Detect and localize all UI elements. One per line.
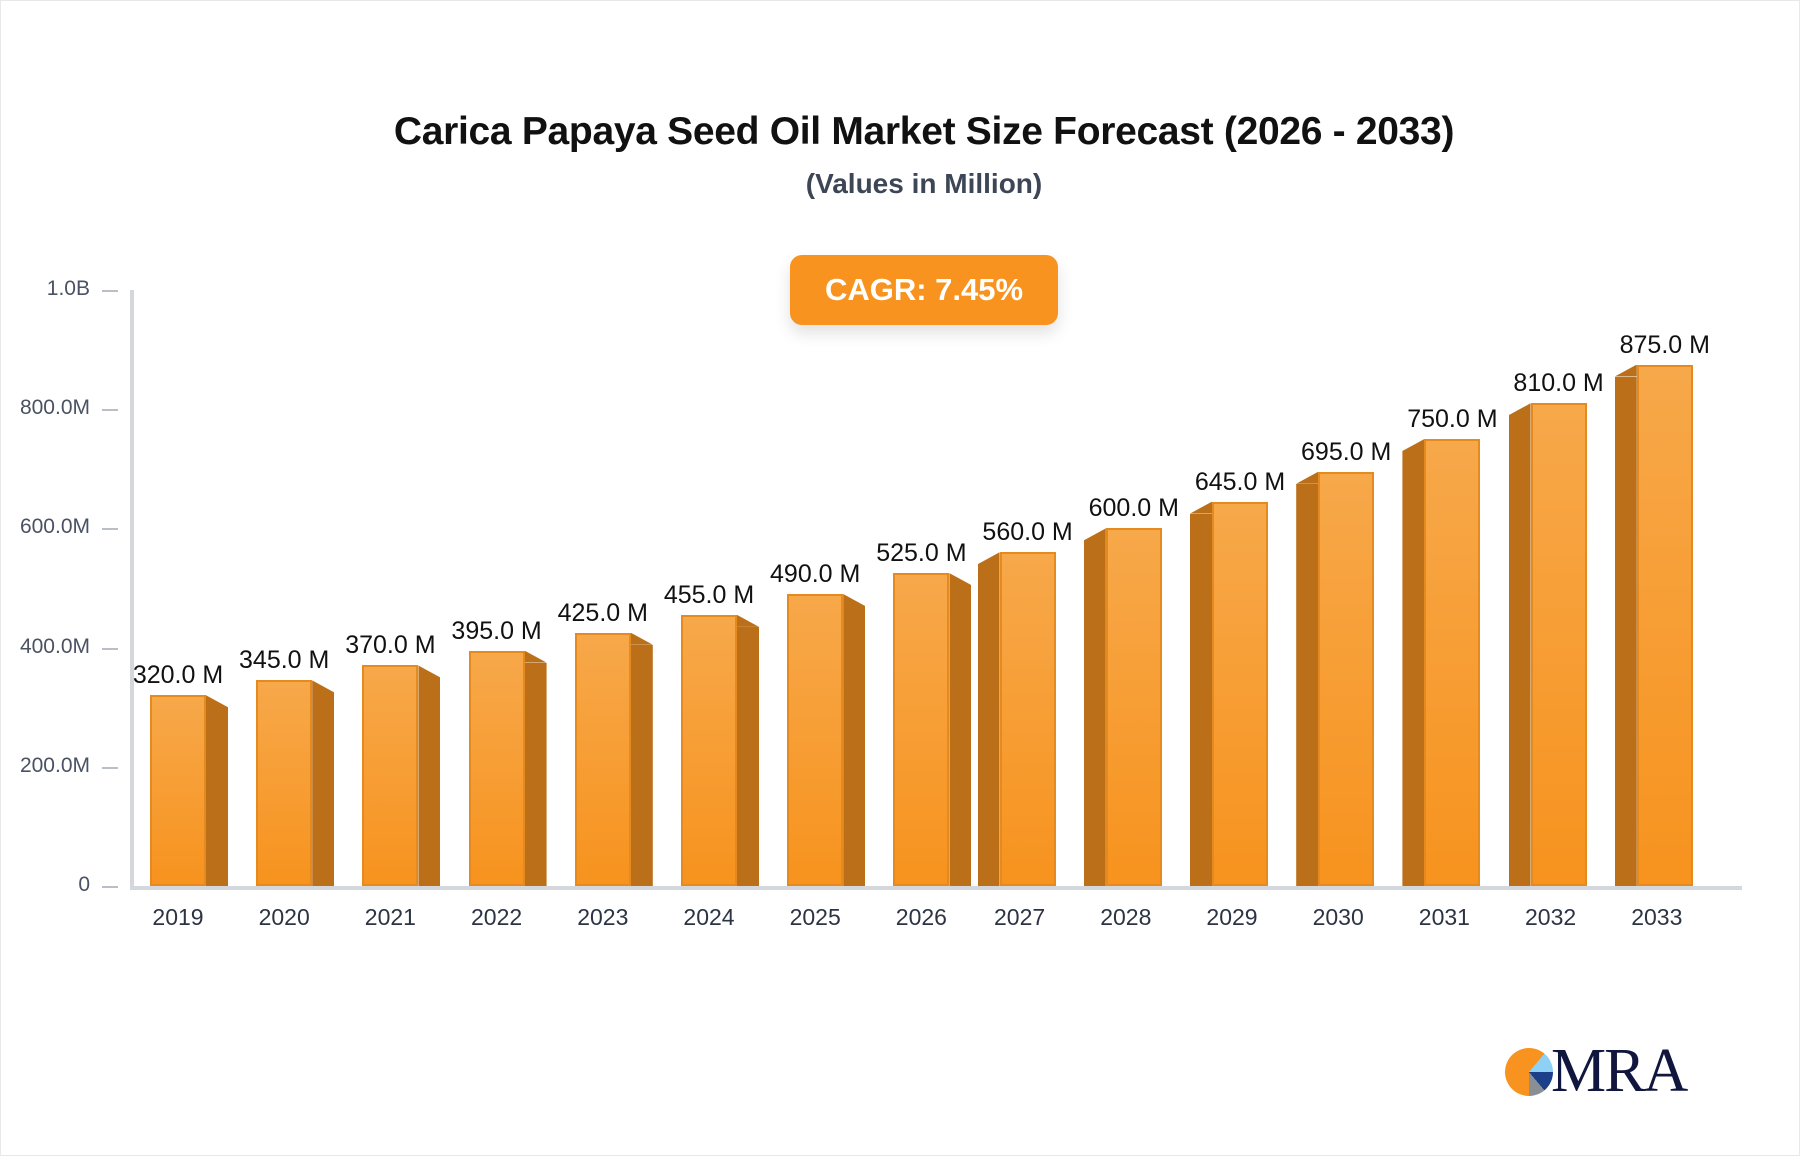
- bar-side-face: [312, 692, 335, 886]
- cagr-label: CAGR: 7.45%: [824, 272, 1024, 307]
- bar-side-face: [1402, 451, 1425, 886]
- bar-value-label: 395.0 M: [451, 616, 542, 645]
- bar-value-label: 875.0 M: [1619, 330, 1710, 359]
- bar-front-face: [468, 650, 525, 886]
- bar-front-face: [681, 614, 737, 886]
- bar-front-face: [256, 680, 313, 886]
- pie-chart-icon: [1505, 1048, 1553, 1096]
- bar-value-label: 810.0 M: [1513, 369, 1604, 398]
- bar-side-face: [630, 644, 653, 886]
- bar-front-face: [574, 632, 631, 886]
- bar-value-label: 560.0 M: [982, 518, 1073, 547]
- bar-side-face: [1190, 513, 1212, 886]
- mra-logo: MRA: [1505, 1037, 1695, 1105]
- bar-front-face: [1105, 528, 1162, 886]
- bar-front-face: [1424, 439, 1481, 886]
- bar-side-face: [418, 677, 441, 886]
- cagr-badge: CAGR: 7.45%: [790, 255, 1058, 325]
- chart-title: Carica Papaya Seed Oil Market Size Forec…: [393, 110, 1455, 153]
- x-tick-label: 2019: [152, 904, 204, 930]
- chart-subtitle: (Values in Million): [805, 168, 1043, 199]
- bar-side-face: [949, 585, 972, 886]
- bar-side-face: [524, 662, 547, 886]
- x-tick-label: 2025: [789, 904, 841, 930]
- x-tick-label: 2031: [1418, 904, 1470, 930]
- bar-front-face: [362, 665, 419, 886]
- y-tick-label: 200.0M: [19, 753, 90, 777]
- bar-side-face: [1614, 376, 1637, 886]
- y-tick-mark: [102, 766, 118, 769]
- y-axis-line: [130, 290, 134, 888]
- x-axis-line: [130, 886, 1742, 890]
- x-tick-label: 2030: [1312, 904, 1364, 930]
- bar-value-label: 490.0 M: [770, 559, 861, 588]
- bar-front-face: [1212, 501, 1268, 886]
- x-tick-label: 2033: [1631, 904, 1683, 930]
- y-tick-label: 0: [78, 873, 90, 896]
- bar-front-face: [150, 695, 206, 886]
- bar-value-label: 750.0 M: [1407, 405, 1498, 433]
- bar-value-label: 425.0 M: [557, 598, 648, 627]
- bar-value-label: 695.0 M: [1301, 437, 1392, 466]
- logo-text: MRA: [1551, 1037, 1688, 1105]
- x-tick-label: 2021: [364, 904, 416, 930]
- bar-value-label: 645.0 M: [1194, 467, 1286, 496]
- bar-value-label: 320.0 M: [132, 661, 224, 690]
- y-tick-label: 600.0M: [19, 515, 90, 539]
- y-tick-label: 1.0B: [46, 277, 90, 300]
- bar-side-face: [1083, 540, 1106, 886]
- bar-side-face: [1508, 415, 1531, 886]
- y-tick-mark: [102, 409, 118, 412]
- y-tick-mark: [102, 528, 118, 531]
- x-tick-label: 2026: [895, 904, 947, 930]
- bar-value-label: 525.0 M: [876, 539, 967, 568]
- x-tick-label: 2028: [1100, 904, 1152, 930]
- bar-side-face: [977, 564, 1000, 886]
- bar-front-face: [893, 573, 950, 886]
- bar-front-face: [1530, 403, 1587, 886]
- bar-front-face: [1318, 471, 1375, 886]
- x-tick-label: 2029: [1206, 904, 1258, 930]
- x-tick-label: 2023: [577, 904, 629, 930]
- bar-value-label: 370.0 M: [345, 631, 436, 660]
- x-tick-label: 2020: [258, 904, 310, 930]
- x-tick-label: 2024: [683, 904, 735, 930]
- bar-value-label: 345.0 M: [239, 646, 330, 675]
- x-tick-label: 2027: [994, 904, 1046, 930]
- x-tick-label: 2032: [1525, 904, 1577, 930]
- x-tick-label: 2022: [471, 904, 523, 930]
- y-tick-label: 800.0M: [19, 396, 90, 420]
- bar-front-face: [1636, 364, 1693, 886]
- y-tick-mark: [102, 290, 118, 292]
- y-tick-mark: [102, 647, 118, 650]
- y-tick-label: 400.0M: [19, 634, 90, 658]
- bar-side-face: [206, 707, 228, 886]
- y-tick-mark: [102, 886, 118, 888]
- bar-side-face: [737, 626, 759, 886]
- bar-front-face: [999, 552, 1056, 886]
- bar-side-face: [1296, 483, 1319, 886]
- bar-front-face: [787, 593, 844, 886]
- bar-value-label: 455.0 M: [663, 580, 755, 609]
- bar-value-label: 600.0 M: [1088, 494, 1179, 523]
- bar-side-face: [843, 605, 866, 886]
